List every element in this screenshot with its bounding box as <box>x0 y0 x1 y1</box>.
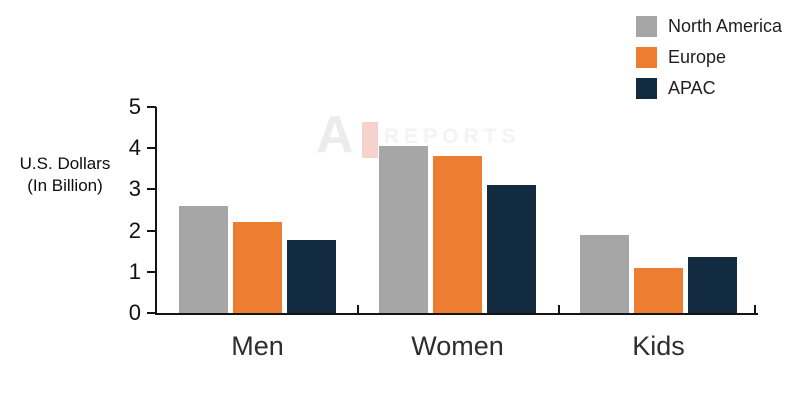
bar-north-america-women <box>379 146 428 313</box>
bar-europe-women <box>433 156 482 313</box>
x-tick-2 <box>558 305 560 313</box>
legend-swatch-europe <box>636 47 657 68</box>
x-tick-1 <box>357 305 359 313</box>
y-tick-label-0: 0 <box>128 300 141 325</box>
y-tick-3 <box>147 188 156 190</box>
bar-europe-kids <box>634 268 683 313</box>
y-tick-5 <box>147 106 156 108</box>
y-tick-4 <box>147 147 156 149</box>
legend-item-europe: Europe <box>636 47 782 68</box>
bar-apac-women <box>487 185 536 313</box>
y-tick-label-1: 1 <box>128 259 141 284</box>
legend-item-north-america: North America <box>636 16 782 37</box>
x-label-kids: Kids <box>632 331 685 361</box>
y-tick-0 <box>147 312 156 314</box>
plot-area: 0 1 2 3 4 5 <box>129 94 758 325</box>
legend-label-europe: Europe <box>668 47 727 67</box>
x-label-men: Men <box>231 331 284 361</box>
bar-europe-men <box>233 222 282 313</box>
bar-apac-men <box>287 240 336 313</box>
x-axis-labels: Men Women Kids <box>157 331 758 367</box>
y-tick-label-4: 4 <box>128 135 141 160</box>
y-tick-label-2: 2 <box>128 218 141 243</box>
y-tick-label-5: 5 <box>128 94 141 119</box>
y-tick-1 <box>147 271 156 273</box>
y-tick-2 <box>147 230 156 232</box>
y-axis-title-line2: (In Billion) <box>27 176 103 195</box>
bar-north-america-men <box>179 206 228 313</box>
y-axis-title-line1: U.S. Dollars <box>19 154 111 173</box>
legend: North America Europe APAC <box>636 16 782 109</box>
x-label-women: Women <box>411 331 504 361</box>
legend-swatch-north-america <box>636 16 657 37</box>
y-axis-title: U.S. Dollars (In Billion) <box>12 153 118 197</box>
legend-item-apac: APAC <box>636 78 782 99</box>
legend-label-north-america: North America <box>668 16 783 36</box>
bar-apac-kids <box>688 257 737 313</box>
bar-north-america-kids <box>580 235 629 313</box>
legend-swatch-apac <box>636 78 657 99</box>
y-tick-label-3: 3 <box>128 176 141 201</box>
legend-label-apac: APAC <box>668 78 716 98</box>
x-tick-3 <box>754 305 756 313</box>
